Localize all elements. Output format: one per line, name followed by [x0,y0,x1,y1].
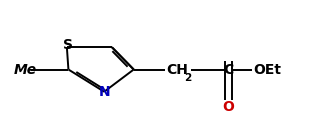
Text: S: S [63,38,73,52]
Text: Me: Me [14,63,37,76]
Text: C: C [224,63,234,76]
Text: CH: CH [166,63,188,76]
Text: N: N [98,85,110,99]
Text: O: O [223,100,234,114]
Text: 2: 2 [184,73,192,83]
Text: OEt: OEt [253,63,281,76]
